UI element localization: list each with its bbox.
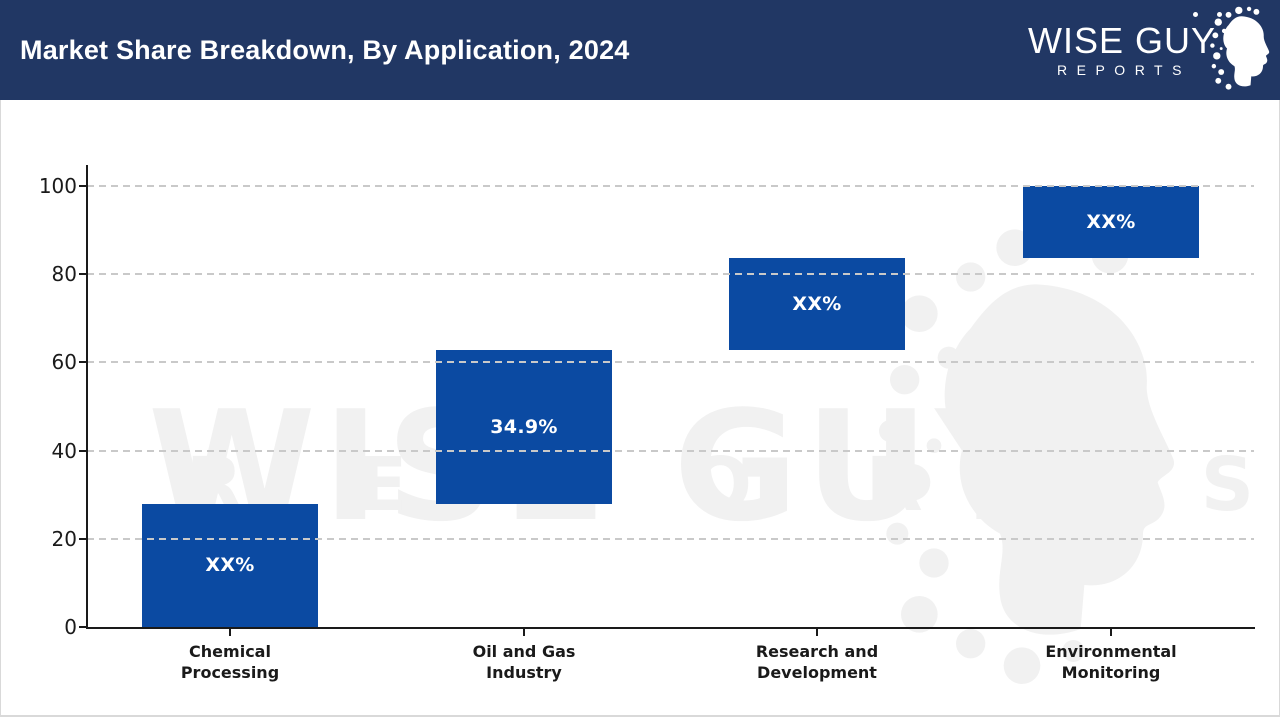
logo-text: WISE GUY REPORTS <box>1027 19 1216 78</box>
y-tick-100 <box>79 185 86 187</box>
gridline-20 <box>87 537 1254 540</box>
category-label-line: Industry <box>486 663 562 682</box>
y-tick-label-100: 100 <box>38 174 77 198</box>
category-label-environmental-monitoring: Environmental Monitoring <box>1001 641 1221 683</box>
y-tick-0 <box>79 626 86 628</box>
bar-value-label: 34.9% <box>490 416 558 438</box>
header: Market Share Breakdown, By Application, … <box>0 0 1280 100</box>
y-tick-80 <box>79 273 86 276</box>
gridline-60 <box>87 361 1254 364</box>
category-label-line: Oil and Gas <box>472 642 576 661</box>
category-label-line: Chemical <box>189 642 271 661</box>
category-label-oil-and-gas-industry: Oil and Gas Industry <box>414 641 634 683</box>
bar-value-label: XX% <box>205 554 255 577</box>
y-tick-label-20: 20 <box>51 526 77 551</box>
category-label-chemical-processing: Chemical Processing <box>120 641 340 683</box>
page-title: Market Share Breakdown, By Application, … <box>20 34 630 65</box>
category-label-line: Monitoring <box>1061 663 1161 682</box>
bar-value-label: XX% <box>792 292 842 315</box>
y-tick-60 <box>79 361 86 364</box>
category-label-line: Environmental <box>1045 642 1177 661</box>
category-label-research-and-development: Research and Development <box>707 641 927 683</box>
x-axis <box>86 627 1255 629</box>
x-tick-4 <box>1110 629 1112 636</box>
watermark-head-icon <box>879 225 1175 684</box>
y-tick-label-0: 0 <box>64 615 77 639</box>
y-tick-20 <box>79 537 86 540</box>
y-tick-label-40: 40 <box>51 438 77 463</box>
bar-value-label: XX% <box>1086 210 1136 233</box>
bar-chemical-processing: XX% <box>142 503 318 627</box>
gridline-40 <box>87 449 1254 452</box>
logo-dot <box>1193 12 1198 17</box>
logo-subtitle: REPORTS <box>1057 61 1191 78</box>
category-label-line: Processing <box>180 663 280 682</box>
bar-oil-and-gas-industry: 34.9% <box>436 350 612 504</box>
y-axis <box>86 165 88 629</box>
gridline-80 <box>87 273 1254 276</box>
logo-wordmark: WISE GUY <box>1027 19 1216 61</box>
y-tick-40 <box>79 449 86 452</box>
bar-research-and-development: XX% <box>729 257 905 351</box>
category-label-line: Development <box>757 663 877 682</box>
bar-environmental-monitoring: XX% <box>1023 186 1199 258</box>
category-label-line: Research and <box>755 642 879 661</box>
x-tick-1 <box>229 629 231 636</box>
gridline-100 <box>87 185 1254 187</box>
x-tick-3 <box>816 629 818 636</box>
logo-dot <box>1217 12 1222 17</box>
logo-head-icon <box>1210 6 1270 90</box>
wise-guy-reports-logo: WISE GUY REPORTS <box>1028 0 1274 100</box>
y-tick-label-60: 60 <box>51 350 77 375</box>
y-tick-label-80: 80 <box>51 262 77 287</box>
x-tick-2 <box>523 629 525 636</box>
